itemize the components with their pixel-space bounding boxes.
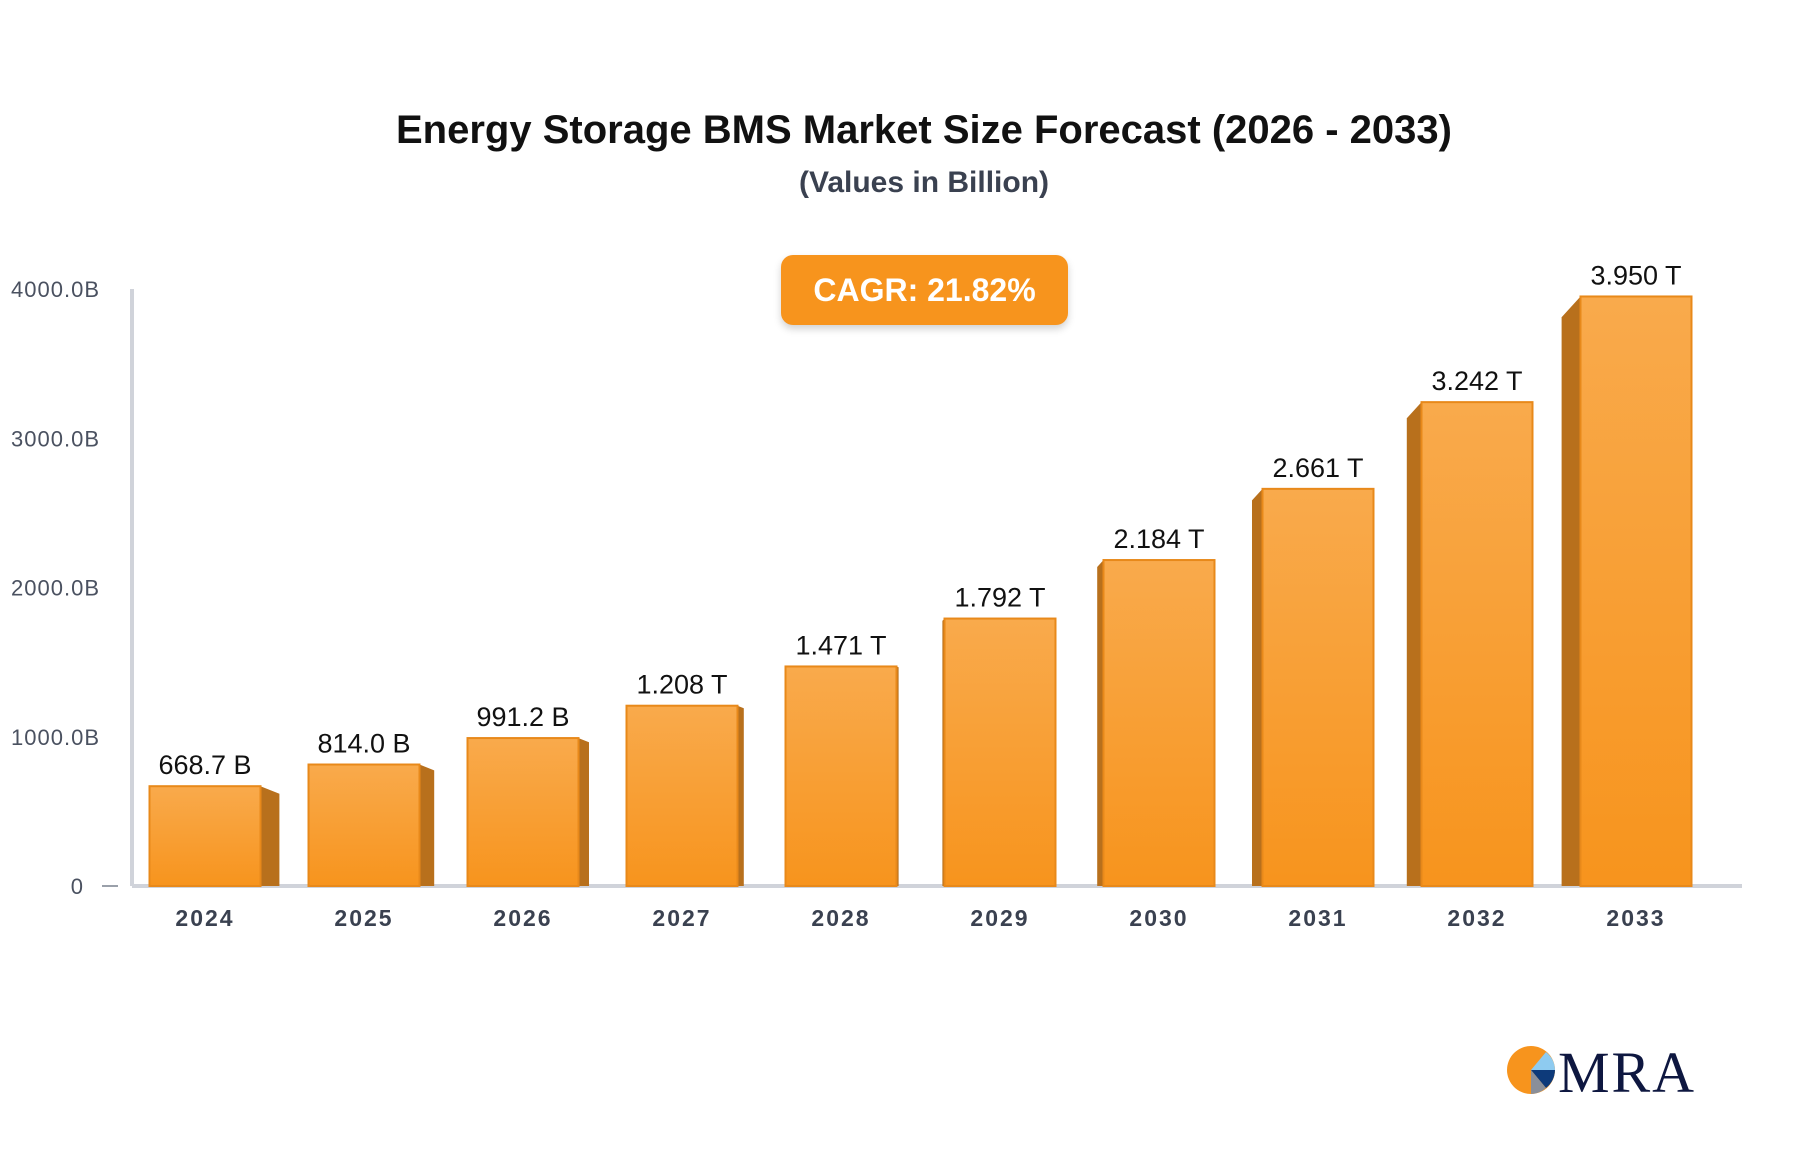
bar-side [419, 764, 435, 886]
data-label: 3.242 T [1431, 366, 1522, 396]
bar-side [1406, 402, 1422, 886]
bar-2030 [1102, 559, 1216, 888]
data-label: 1.208 T [636, 670, 727, 700]
y-tick-label: 4000.0B [11, 277, 100, 302]
x-tick-label: 2032 [1447, 905, 1506, 931]
bar-2025 [307, 763, 421, 887]
bar-2026 [466, 737, 580, 888]
bar-side [578, 738, 589, 886]
data-label: 2.661 T [1272, 453, 1363, 483]
x-tick-label: 2027 [652, 905, 711, 931]
x-tick-label: 2030 [1129, 905, 1188, 931]
data-label: 2.184 T [1113, 524, 1204, 554]
data-label: 668.7 B [158, 750, 251, 780]
bar-side [737, 705, 744, 886]
bar-2031 [1261, 487, 1375, 887]
x-tick-label: 2028 [811, 905, 870, 931]
mra-logo: MRA [1506, 1040, 1696, 1100]
chart-subtitle: (Values in Billion) [798, 166, 1050, 199]
y-tick-label: 1000.0B [11, 725, 100, 750]
x-tick-label: 2033 [1606, 905, 1665, 931]
svg-text:MRA: MRA [1558, 1040, 1694, 1100]
bar-2029 [943, 617, 1057, 887]
bar-2027 [625, 704, 739, 887]
x-tick-label: 2025 [334, 905, 393, 931]
x-tick-label: 2029 [970, 905, 1029, 931]
data-label: 3.950 T [1590, 260, 1681, 290]
chart-title: Energy Storage BMS Market Size Forecast … [396, 108, 1452, 152]
x-tick-label: 2031 [1288, 905, 1347, 931]
y-tick-label: 2000.0B [11, 576, 100, 601]
y-tick-label: 3000.0B [11, 426, 100, 451]
bar-2024 [148, 785, 262, 888]
x-tick-label: 2024 [175, 905, 234, 931]
bar-side [1252, 488, 1263, 886]
data-label: 1.792 T [954, 583, 1045, 613]
bar-2028 [784, 665, 898, 887]
y-tick-label: 0 [71, 874, 84, 899]
bar-side [1097, 560, 1104, 886]
bar-side [260, 786, 280, 886]
cagr-badge: CAGR: 21.82% [781, 255, 1068, 325]
x-tick-label: 2026 [493, 905, 552, 931]
bar-2032 [1420, 401, 1534, 887]
data-label: 991.2 B [476, 702, 569, 732]
bar-side [1561, 296, 1581, 886]
bar-2033 [1579, 295, 1693, 887]
data-label: 814.0 B [317, 729, 410, 759]
data-label: 1.471 T [795, 630, 886, 660]
